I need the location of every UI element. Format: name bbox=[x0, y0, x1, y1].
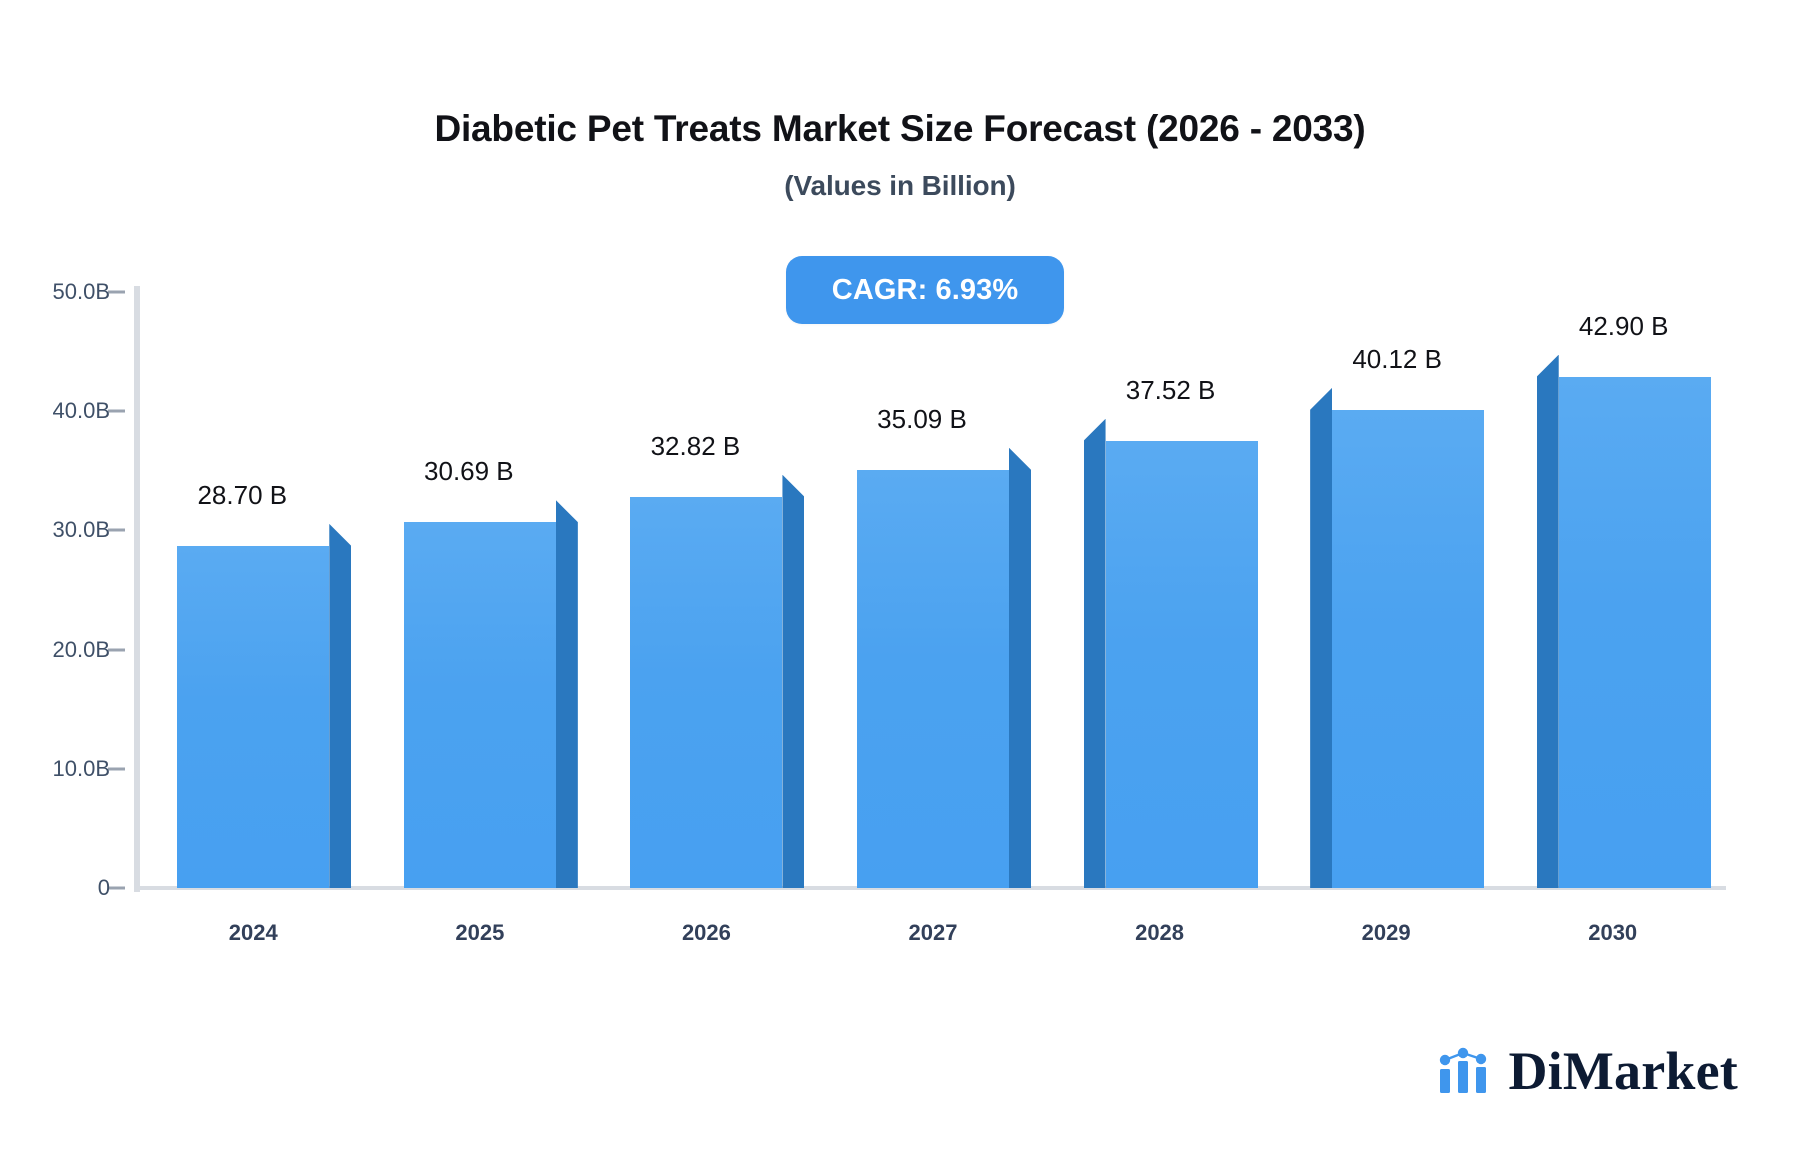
x-axis-label-2029: 2029 bbox=[1361, 920, 1411, 945]
x-axis-line bbox=[134, 886, 1726, 890]
bar-value-label: 30.69 B bbox=[424, 456, 514, 487]
cagr-badge-label: CAGR: 6.93% bbox=[831, 273, 1019, 306]
bar-value-label: 37.52 B bbox=[1125, 374, 1216, 405]
y-axis-label: 10.0B bbox=[52, 755, 111, 781]
bar-side-face bbox=[1536, 354, 1559, 888]
y-axis-label: 50.0B bbox=[52, 279, 111, 304]
bar-front-face bbox=[403, 522, 556, 888]
x-axis-label-2030: 2030 bbox=[1588, 920, 1638, 945]
bar-side-face bbox=[555, 500, 578, 888]
bar-front-face bbox=[177, 545, 330, 888]
y-axis-tick bbox=[108, 409, 125, 413]
y-axis-tick bbox=[108, 767, 125, 771]
bar-2024 bbox=[177, 523, 352, 888]
bar-2026 bbox=[630, 474, 805, 888]
bar-side-face bbox=[1083, 418, 1106, 888]
bar-value-label: 42.90 B bbox=[1578, 310, 1669, 341]
bar-side-face bbox=[1310, 387, 1333, 888]
bar-2025 bbox=[403, 500, 578, 888]
bar-value-label: 32.82 B bbox=[650, 430, 741, 461]
bar-value-label: 28.70 B bbox=[197, 479, 288, 510]
x-axis-label-2024: 2024 bbox=[228, 920, 278, 945]
y-axis-label: 0 bbox=[97, 875, 110, 900]
bar-front-face bbox=[1105, 440, 1258, 888]
bar-2030 bbox=[1536, 354, 1711, 888]
bar-front-face bbox=[1558, 376, 1711, 888]
y-axis-label: 30.0B bbox=[52, 517, 111, 543]
bar-2028 bbox=[1083, 418, 1258, 888]
chart-subtitle: (Values in Billion) bbox=[784, 170, 1016, 201]
chart-title: Diabetic Pet Treats Market Size Forecast… bbox=[434, 108, 1366, 149]
x-axis-label-2028: 2028 bbox=[1135, 920, 1185, 945]
cagr-badge: CAGR: 6.93% bbox=[786, 256, 1064, 324]
y-axis-label: 40.0B bbox=[52, 398, 111, 424]
bar-side-face bbox=[1009, 447, 1031, 888]
bar-front-face bbox=[630, 496, 783, 888]
x-axis-label-2025: 2025 bbox=[455, 920, 505, 945]
y-axis-tick bbox=[108, 528, 125, 532]
y-axis-line bbox=[134, 286, 140, 892]
bar-side-face bbox=[782, 474, 805, 888]
y-axis-tick bbox=[108, 290, 125, 294]
x-axis-label-2026: 2026 bbox=[681, 920, 731, 945]
bar-chart-dots-icon bbox=[1440, 1047, 1487, 1093]
bar-value-label: 35.09 B bbox=[877, 403, 967, 434]
dimarket-logo: DiMarket bbox=[1438, 1044, 1738, 1098]
y-axis-tick bbox=[108, 886, 125, 890]
plot-area: 0 10.0B 20.0B 30.0B 40.0B 50.0B 28.70 B 30.69 … bbox=[52, 279, 1726, 945]
y-axis-label: 20.0B bbox=[52, 636, 111, 662]
bar-side-face bbox=[329, 523, 352, 888]
bar-front-face bbox=[1332, 409, 1485, 888]
bar-value-label: 40.12 B bbox=[1352, 343, 1442, 374]
bar-2029 bbox=[1310, 387, 1485, 888]
y-axis-tick bbox=[108, 648, 125, 652]
logo-wordmark: DiMarket bbox=[1508, 1041, 1738, 1101]
bar-front-face bbox=[857, 469, 1009, 888]
x-axis-label-2027: 2027 bbox=[908, 920, 958, 945]
bar-2027 bbox=[857, 447, 1031, 888]
